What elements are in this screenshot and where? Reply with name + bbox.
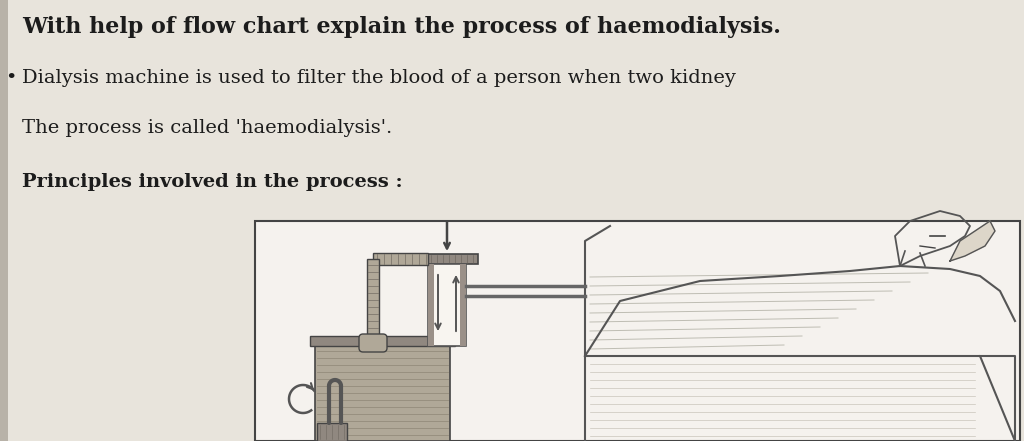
Text: •: •	[5, 69, 16, 87]
Bar	[460, 264, 466, 346]
Polygon shape	[950, 221, 995, 261]
Bar	[367, 259, 379, 346]
Text: Dialysis machine is used to filter the blood of a person when two kidney: Dialysis machine is used to filter the b…	[22, 69, 736, 87]
Bar	[255, 221, 1020, 441]
Text: Principles involved in the process :: Principles involved in the process :	[22, 173, 402, 191]
Text: With help of flow chart explain the process of haemodialysis.: With help of flow chart explain the proc…	[22, 16, 781, 38]
Text: The process is called 'haemodialysis'.: The process is called 'haemodialysis'.	[22, 119, 392, 137]
Bar	[315, 346, 450, 441]
FancyBboxPatch shape	[359, 334, 387, 352]
Bar	[428, 264, 434, 346]
Bar	[317, 423, 347, 441]
Bar	[0, 0, 8, 441]
Bar	[310, 336, 455, 346]
Bar	[373, 253, 428, 265]
Bar	[428, 264, 466, 346]
Bar	[416, 254, 478, 264]
